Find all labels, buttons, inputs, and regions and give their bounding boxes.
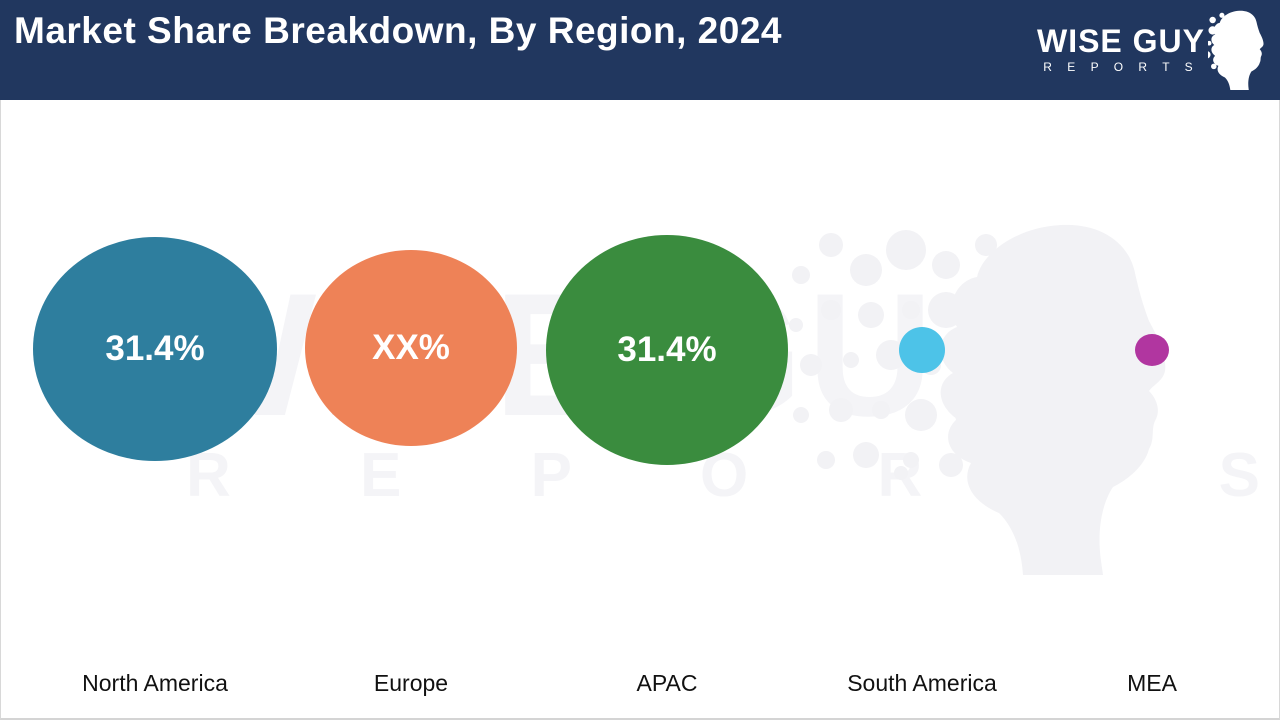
- bubble-europe: XX%: [305, 250, 517, 446]
- watermark-small-text: R E P O R T S: [186, 441, 1280, 510]
- category-label-north-america: North America: [82, 670, 228, 696]
- chart-area: WISE GUY R E P O R T S 31.4% XX% 31.4% N…: [0, 100, 1280, 720]
- category-label-south-america: South America: [847, 670, 997, 696]
- bubble-value-label: 31.4%: [105, 329, 205, 368]
- bubble-north-america: 31.4%: [33, 237, 277, 461]
- watermark-head-silhouette: [789, 224, 1166, 575]
- logo-tagline: R E P O R T S: [1043, 59, 1199, 74]
- wise-guy-logo: WISE GUY R E P O R T S: [1037, 8, 1266, 90]
- bubble-value-label: XX%: [372, 328, 450, 367]
- category-label-mea: MEA: [1127, 670, 1177, 696]
- logo-brand-name: WISE GUY: [1036, 22, 1205, 59]
- header-bar: Market Share Breakdown, By Region, 2024 …: [0, 0, 1280, 100]
- bubble-south-america: [899, 327, 945, 373]
- head-silhouette-icon: [1208, 10, 1264, 90]
- bubble-mea: [1135, 334, 1169, 366]
- category-label-europe: Europe: [373, 670, 449, 696]
- logo-text: WISE GUY R E P O R T S: [1037, 25, 1205, 74]
- category-label-apac: APAC: [636, 670, 698, 696]
- bubble-apac: 31.4%: [546, 235, 788, 465]
- page-title: Market Share Breakdown, By Region, 2024: [14, 10, 782, 51]
- bubble-value-label: 31.4%: [617, 330, 717, 369]
